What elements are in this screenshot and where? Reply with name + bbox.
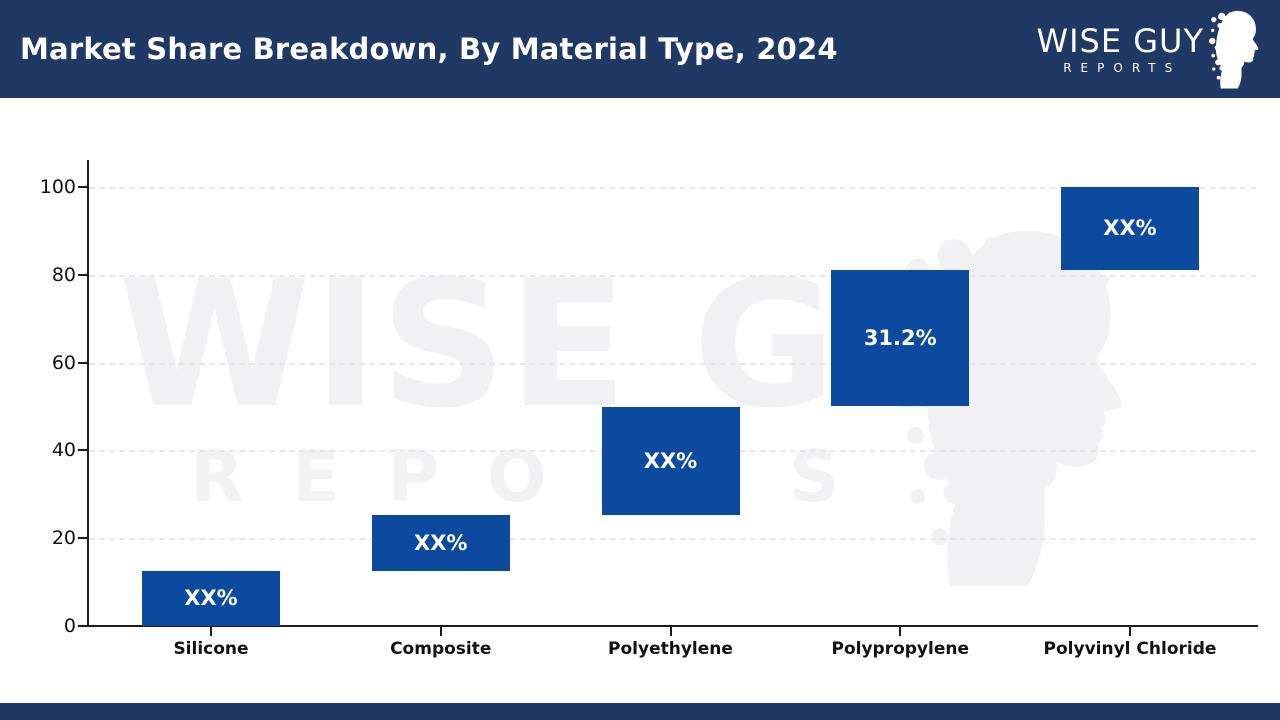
x-category-label: Composite xyxy=(390,639,492,659)
bar-value-label: XX% xyxy=(414,531,468,556)
bar-composite: XX% xyxy=(371,515,510,571)
y-tick-label: 20 xyxy=(51,527,76,550)
gridline xyxy=(89,538,1256,541)
footer-bar xyxy=(0,703,1280,720)
y-tick-mark xyxy=(78,186,88,188)
x-category-label: Polypropylene xyxy=(831,639,970,659)
y-tick-mark xyxy=(78,537,88,540)
x-axis-line xyxy=(85,625,1258,627)
x-tick-mark xyxy=(210,627,212,636)
x-tick-mark xyxy=(899,627,902,636)
x-category-label: Silicone xyxy=(173,639,249,659)
y-tick-mark xyxy=(78,449,88,452)
page-title: Market Share Breakdown, By Material Type… xyxy=(20,32,838,66)
bar-polypropylene: 31.2% xyxy=(831,269,970,407)
bar-value-label: XX% xyxy=(184,586,238,611)
bar-silicone: XX% xyxy=(142,570,280,626)
y-axis-line xyxy=(87,160,89,627)
bar-value-label: XX% xyxy=(1103,216,1157,241)
watermark-subtext: REPORTS xyxy=(190,436,888,518)
gridline xyxy=(89,362,1256,365)
gridline xyxy=(89,274,1256,277)
y-tick-label: 80 xyxy=(51,263,76,286)
x-category-label: Polyethylene xyxy=(608,639,733,659)
x-tick-mark xyxy=(439,627,442,636)
logo-wordmark: WISE GUY xyxy=(1036,21,1204,60)
bar-polyethylene: XX% xyxy=(601,406,740,516)
y-tick-label: 40 xyxy=(51,439,76,462)
header-bar: Market Share Breakdown, By Material Type… xyxy=(0,0,1280,98)
y-tick-mark xyxy=(78,273,88,276)
bar-polyvinyl-chloride: XX% xyxy=(1061,187,1199,270)
bar-value-label: XX% xyxy=(643,448,698,473)
x-category-label: Polyvinyl Chloride xyxy=(1043,639,1217,659)
wiseguy-face-icon xyxy=(1209,10,1259,89)
x-tick-mark xyxy=(669,627,672,636)
gridline xyxy=(89,187,1256,189)
x-tick-mark xyxy=(1129,627,1131,636)
y-tick-mark xyxy=(78,625,88,627)
y-tick-mark xyxy=(78,361,88,364)
y-tick-label: 100 xyxy=(39,176,76,198)
y-tick-label: 0 xyxy=(63,615,76,637)
logo-subtext: REPORTS xyxy=(1063,60,1182,75)
bar-value-label: 31.2% xyxy=(863,326,937,350)
brand-logo: WISE GUY REPORTS xyxy=(1036,9,1266,89)
y-tick-label: 60 xyxy=(51,351,76,374)
brand-text: WISE GUY REPORTS xyxy=(1036,25,1204,74)
